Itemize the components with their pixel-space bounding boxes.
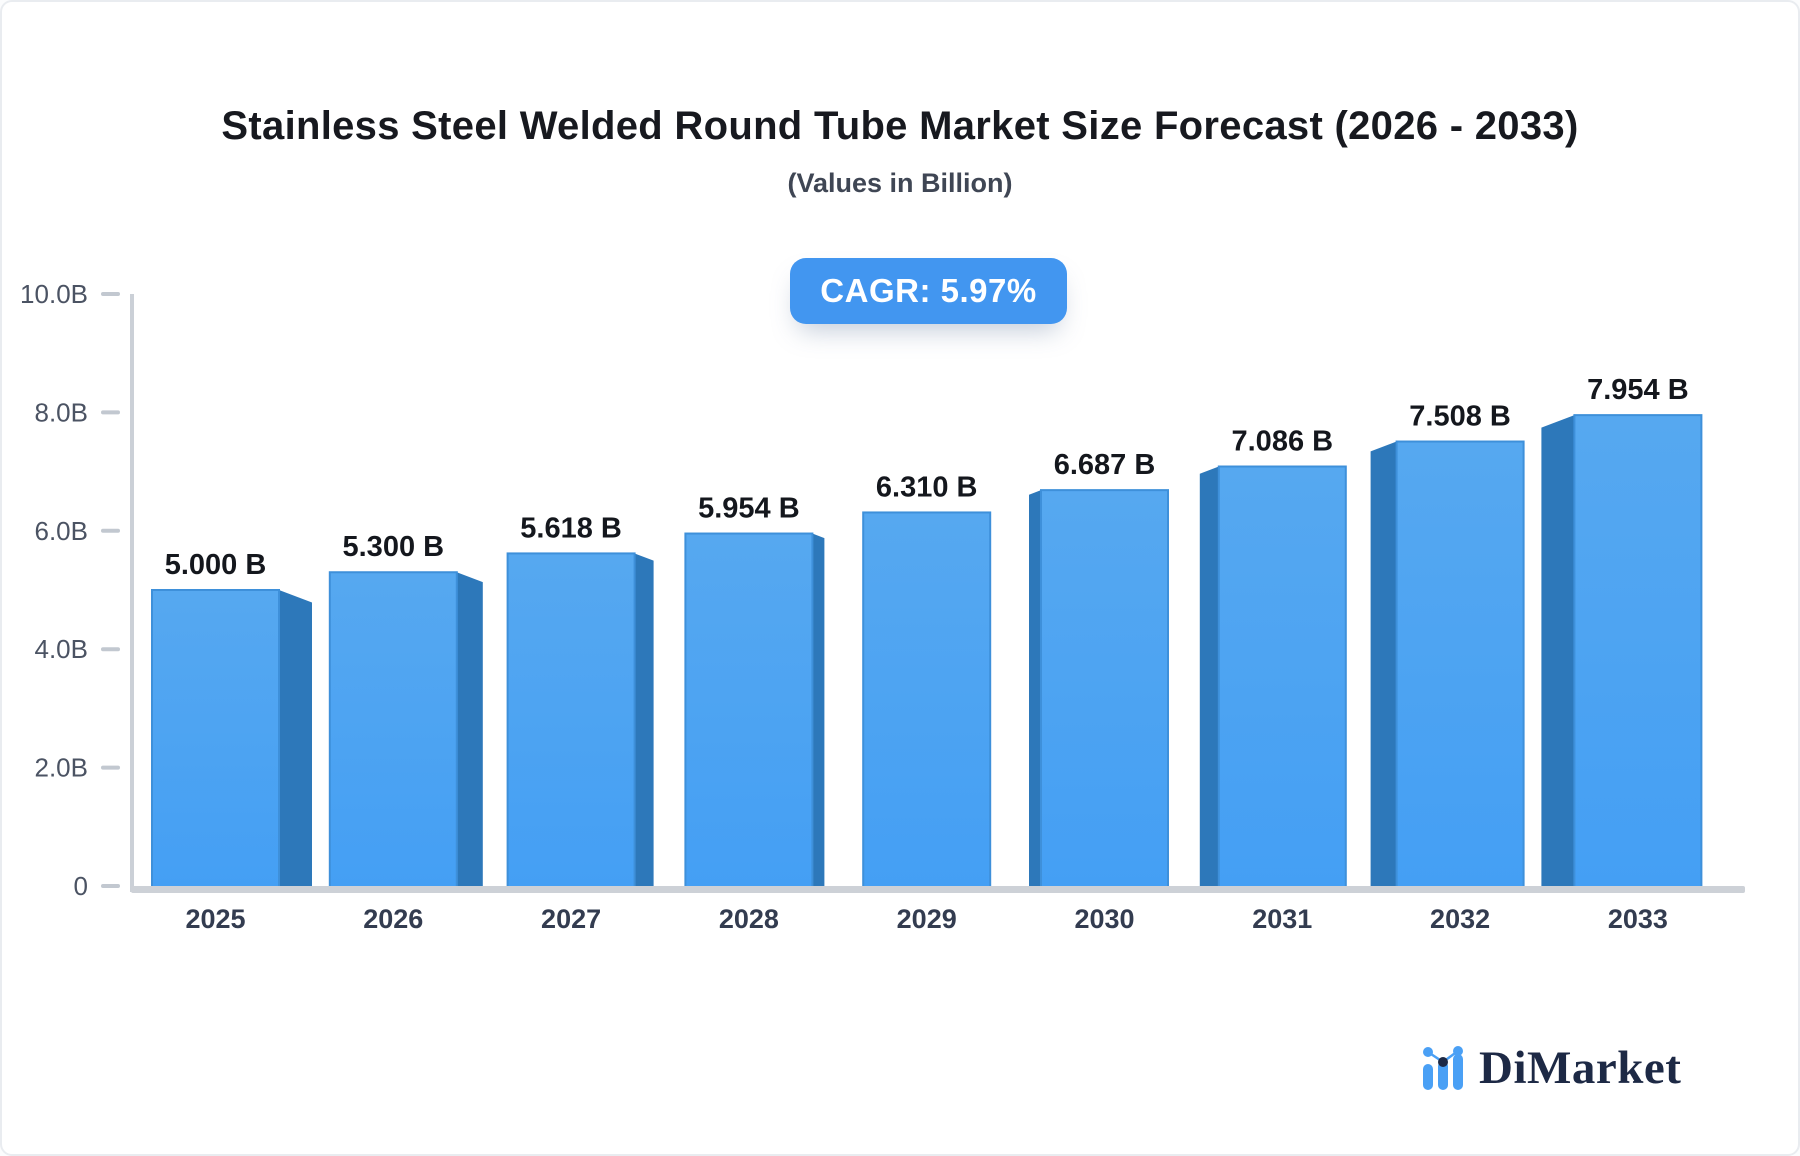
- labels-group: 5.000 B 2025 5.300 B 2026 5.618 B 2027 5.954 B…: [165, 374, 1689, 934]
- y-axis-tick-label: 6.0B: [35, 516, 89, 546]
- chart-subtitle: (Values in Billion): [787, 168, 1013, 198]
- x-axis-label: 2033: [1608, 904, 1668, 934]
- bar-face: [1217, 465, 1347, 891]
- logo-dot-left: [1423, 1047, 1433, 1057]
- y-axis-tick-dash: [101, 765, 120, 770]
- bar-value-label: 6.687 B: [1054, 449, 1156, 481]
- y-axis-tick-dash: [101, 292, 120, 296]
- bar-value-label: 5.618 B: [520, 512, 622, 544]
- dimarket-logo-icon: [1423, 1046, 1463, 1090]
- cagr-badge: CAGR: 5.97%: [790, 258, 1067, 324]
- bar-side-3d: [279, 590, 312, 890]
- y-axis-tick-dash: [101, 410, 120, 415]
- y-axis-tick-dash: [101, 884, 120, 888]
- y-axis-tick-label: 10.0B: [20, 279, 88, 309]
- x-axis-label: 2031: [1252, 904, 1312, 934]
- dimarket-logo-text: DiMarket: [1479, 1042, 1682, 1094]
- chart-title: Stainless Steel Welded Round Tube Market…: [221, 104, 1579, 148]
- x-axis-label: 2029: [897, 904, 957, 934]
- x-axis-label: 2026: [363, 904, 423, 934]
- cagr-badge-label: CAGR: 5.97%: [820, 272, 1037, 309]
- y-axis: 0 2.0B 4.0B 6.0B 8.0B 10.0B: [20, 279, 134, 901]
- bar-side-3d: [1199, 466, 1219, 890]
- bar-face: [1573, 414, 1703, 891]
- bar-face: [328, 571, 458, 891]
- bar-face: [1395, 440, 1525, 891]
- x-axis-label: 2027: [541, 904, 601, 934]
- x-axis-label: 2032: [1430, 904, 1490, 934]
- bar-side-3d: [456, 572, 483, 890]
- bar-face: [151, 589, 280, 891]
- x-axis-floor: [131, 886, 1745, 893]
- bars-group: [151, 414, 1703, 892]
- y-axis-tick-label: 4.0B: [35, 634, 89, 664]
- y-axis-line: [130, 294, 134, 892]
- bar-value-label: 5.954 B: [698, 493, 800, 525]
- bar-face: [684, 532, 814, 891]
- y-axis-tick-label: 8.0B: [35, 397, 89, 427]
- y-axis-tick-label: 2.0B: [35, 753, 89, 783]
- bar-side-3d: [812, 533, 825, 890]
- bar-value-label: 5.300 B: [343, 531, 445, 563]
- bar-face: [862, 511, 992, 891]
- logo-dot-middle: [1438, 1057, 1448, 1067]
- bar-side-3d: [1029, 490, 1041, 890]
- bar-value-label: 6.310 B: [876, 471, 978, 503]
- bar-face: [506, 552, 636, 892]
- bar-value-label: 7.086 B: [1232, 426, 1334, 458]
- bar-side-3d: [634, 553, 654, 890]
- x-axis-label: 2028: [719, 904, 779, 934]
- dimarket-logo: DiMarket: [1422, 1036, 1681, 1092]
- x-axis-floor-line: [131, 886, 1745, 893]
- bar-value-label: 7.954 B: [1587, 374, 1689, 406]
- x-axis-label: 2030: [1074, 904, 1134, 934]
- bar-value-label: 5.000 B: [165, 549, 267, 581]
- bar-value-label: 7.508 B: [1409, 401, 1511, 433]
- bar-side-3d: [1541, 415, 1575, 890]
- y-axis-tick-dash: [101, 647, 120, 652]
- x-axis-label: 2025: [185, 904, 245, 934]
- bar-side-3d: [1370, 441, 1397, 890]
- y-axis-tick-label: 0: [74, 871, 88, 901]
- bar-face: [1040, 489, 1169, 891]
- logo-dot-right: [1453, 1046, 1463, 1056]
- y-axis-tick-dash: [101, 528, 120, 533]
